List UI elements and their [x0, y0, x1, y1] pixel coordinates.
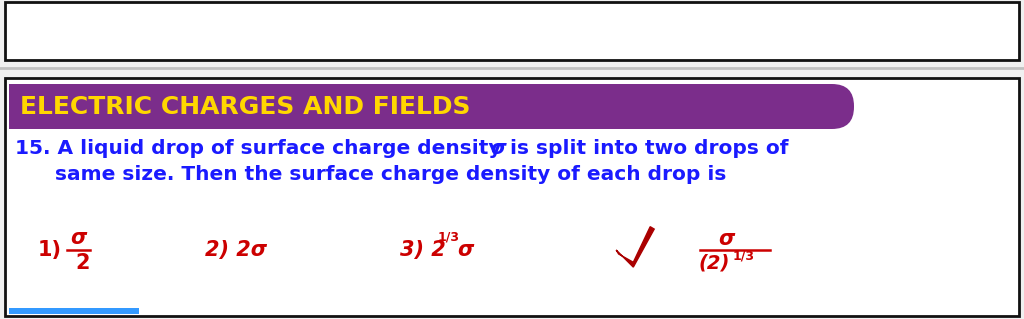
- Text: is split into two drops of: is split into two drops of: [503, 138, 788, 158]
- Text: σ: σ: [718, 229, 734, 249]
- Text: σ: σ: [490, 138, 506, 158]
- Text: 15. A liquid drop of surface charge density: 15. A liquid drop of surface charge dens…: [15, 138, 509, 158]
- Text: σ: σ: [457, 240, 473, 260]
- Text: 2) 2σ: 2) 2σ: [205, 240, 267, 260]
- Text: 2: 2: [75, 253, 89, 273]
- Text: 3) 2: 3) 2: [400, 240, 445, 260]
- Text: 1/3: 1/3: [733, 249, 755, 263]
- Text: 1): 1): [38, 240, 62, 260]
- Text: σ: σ: [70, 228, 86, 248]
- FancyBboxPatch shape: [9, 84, 854, 129]
- Text: (2): (2): [698, 254, 729, 272]
- FancyBboxPatch shape: [5, 2, 1019, 60]
- Text: ELECTRIC CHARGES AND FIELDS: ELECTRIC CHARGES AND FIELDS: [20, 95, 470, 119]
- FancyBboxPatch shape: [5, 78, 1019, 316]
- FancyBboxPatch shape: [9, 308, 139, 314]
- Text: 1/3: 1/3: [438, 231, 460, 243]
- PathPatch shape: [616, 227, 654, 267]
- Text: same size. Then the surface charge density of each drop is: same size. Then the surface charge densi…: [55, 166, 726, 184]
- FancyBboxPatch shape: [9, 84, 49, 129]
